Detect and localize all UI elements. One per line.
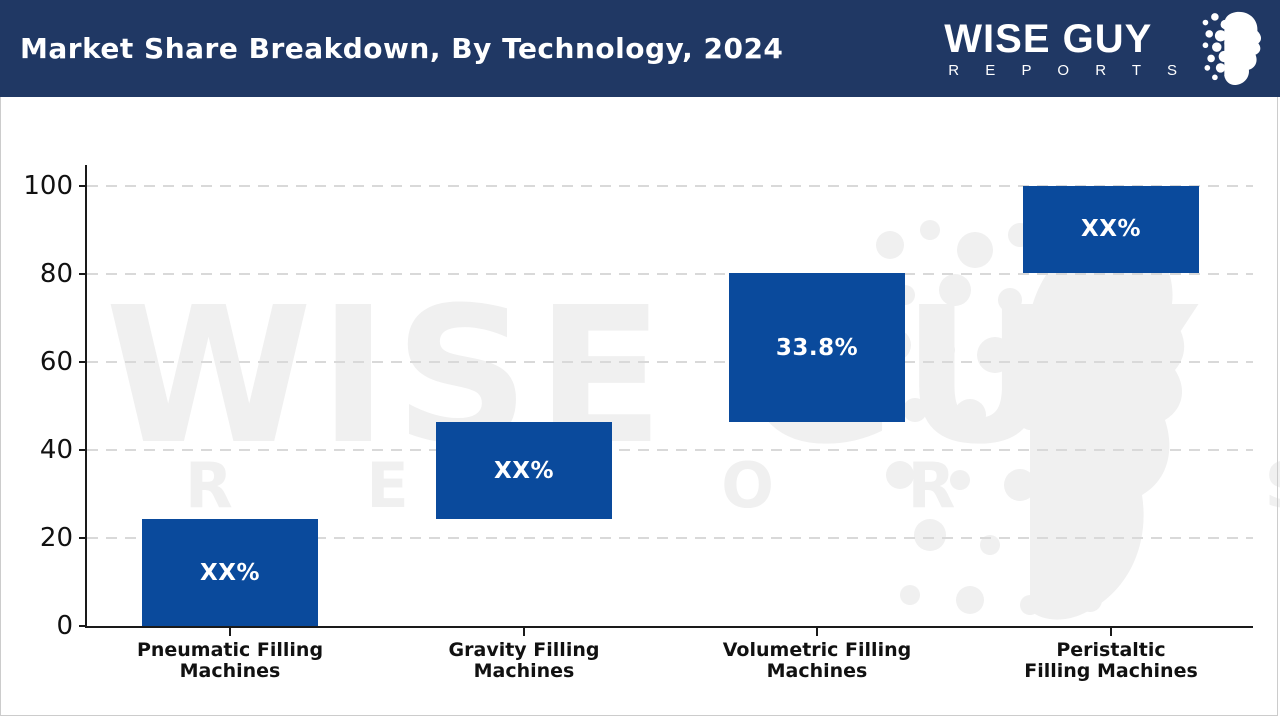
x-axis-category-label: Pneumatic Filling Machines <box>90 640 370 682</box>
x-axis-category-label: Peristaltic Filling Machines <box>971 640 1251 682</box>
watermark-text: WISE GUY <box>105 267 1203 486</box>
x-axis-label-line2: Machines <box>179 660 281 682</box>
bar-segment: XX% <box>1023 185 1199 274</box>
x-axis-category-label: Gravity Filling Machines <box>384 640 664 682</box>
y-axis-tick <box>79 360 87 363</box>
bar-value-label: XX% <box>199 559 260 586</box>
x-axis-label-line1: Pneumatic Filling <box>136 639 324 661</box>
page-title: Market Share Breakdown, By Technology, 2… <box>20 32 784 65</box>
brand-subtitle: R E P O R T S <box>948 62 1188 79</box>
y-axis-tick-label: 100 <box>23 170 73 201</box>
y-axis-tick-label: 80 <box>39 258 73 289</box>
gridline <box>87 536 1253 539</box>
brand-logo: WISE GUY R E P O R T S <box>944 9 1264 89</box>
x-axis-label-line1: Peristaltic <box>1056 639 1166 661</box>
x-axis-label-line1: Volumetric Filling <box>722 639 912 661</box>
x-axis-tick <box>816 628 818 636</box>
bar-segment: XX% <box>142 519 318 626</box>
y-axis-tick-label: 60 <box>39 346 73 377</box>
gridline <box>87 272 1253 275</box>
y-axis-tick <box>79 448 87 451</box>
y-axis-tick <box>79 625 87 627</box>
header: Market Share Breakdown, By Technology, 2… <box>0 0 1280 97</box>
x-axis-label-line1: Gravity Filling <box>448 639 600 661</box>
y-axis-tick-label: 40 <box>39 434 73 465</box>
bar-value-label: XX% <box>1080 216 1141 243</box>
x-axis-label-line2: Machines <box>766 660 868 682</box>
x-axis-category-label: Volumetric Filling Machines <box>677 640 957 682</box>
bar-segment: XX% <box>436 422 612 520</box>
brand-logo-text: WISE GUY R E P O R T S <box>944 19 1188 78</box>
gridline <box>87 184 1253 187</box>
y-axis-tick-label: 20 <box>39 522 73 553</box>
gridline <box>87 360 1253 363</box>
y-axis-tick <box>79 184 87 187</box>
x-axis-label-line2: Filling Machines <box>1024 660 1198 682</box>
gridline <box>87 448 1253 451</box>
brand-name: WISE GUY <box>944 17 1153 61</box>
x-axis-label-line2: Machines <box>473 660 575 682</box>
bar-segment: 33.8% <box>729 273 905 423</box>
brand-face-icon <box>1202 11 1262 85</box>
bar-value-label: XX% <box>493 457 554 484</box>
x-axis-tick <box>1110 628 1112 636</box>
chart-area: WISE GUY R E P O R T S 0 20 40 60 80 100 XX% Pn… <box>0 97 1280 720</box>
x-axis-line <box>85 626 1253 628</box>
y-axis-tick <box>79 272 87 275</box>
y-axis-tick <box>79 536 87 539</box>
x-axis-tick <box>523 628 525 636</box>
x-axis-tick <box>229 628 231 636</box>
y-axis-line <box>85 165 87 628</box>
y-axis-tick-label: 0 <box>56 611 73 641</box>
bar-value-label: 33.8% <box>775 334 859 361</box>
